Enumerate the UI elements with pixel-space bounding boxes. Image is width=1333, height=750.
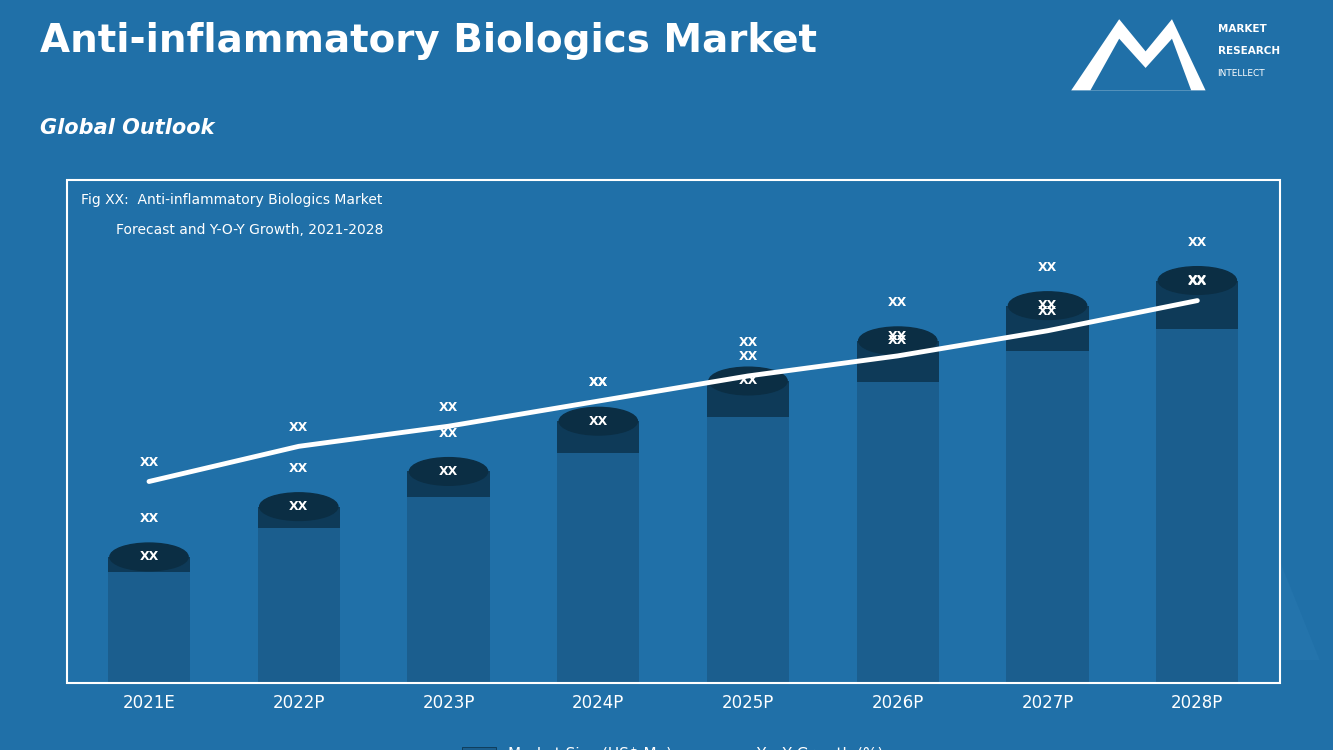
Text: XX: XX (589, 376, 608, 389)
Bar (706, 381, 789, 682)
Ellipse shape (409, 458, 488, 485)
Text: INTELLECT: INTELLECT (1217, 69, 1265, 78)
Ellipse shape (109, 543, 188, 571)
Text: XX: XX (439, 465, 459, 478)
Bar (706, 381, 789, 417)
Text: XX: XX (439, 400, 459, 414)
Text: XX: XX (289, 462, 308, 475)
Text: XX: XX (589, 376, 608, 388)
Ellipse shape (858, 327, 937, 355)
Text: XX: XX (738, 374, 757, 388)
Bar (408, 472, 489, 682)
Bar (108, 556, 191, 572)
Bar (857, 340, 938, 382)
Text: XX: XX (1038, 305, 1057, 318)
Polygon shape (1072, 20, 1205, 91)
Bar (408, 472, 489, 496)
Ellipse shape (1158, 267, 1237, 294)
Text: XX: XX (1038, 299, 1057, 312)
Text: XX: XX (888, 330, 908, 344)
Text: Forecast and Y-O-Y Growth, 2021-2028: Forecast and Y-O-Y Growth, 2021-2028 (81, 223, 384, 237)
Bar (1156, 280, 1238, 682)
Text: XX: XX (1188, 274, 1206, 287)
Bar (857, 340, 938, 682)
Polygon shape (733, 188, 1080, 660)
Text: XX: XX (738, 336, 757, 349)
Polygon shape (1000, 262, 1320, 660)
Ellipse shape (260, 493, 337, 520)
Text: XX: XX (888, 334, 908, 347)
Text: XX: XX (888, 296, 908, 309)
Text: XX: XX (589, 415, 608, 428)
Text: XX: XX (289, 421, 308, 434)
Bar (1006, 306, 1089, 351)
Text: Anti-inflammatory Biologics Market: Anti-inflammatory Biologics Market (40, 22, 817, 59)
Text: Fig XX:  Anti-inflammatory Biologics Market: Fig XX: Anti-inflammatory Biologics Mark… (81, 193, 383, 206)
Bar (257, 507, 340, 682)
Polygon shape (1090, 39, 1192, 91)
Text: XX: XX (289, 500, 308, 513)
Text: XX: XX (140, 550, 159, 563)
Bar (257, 507, 340, 528)
Text: XX: XX (1188, 236, 1206, 248)
Text: XX: XX (140, 456, 159, 469)
Text: XX: XX (439, 427, 459, 439)
Bar (1156, 280, 1238, 328)
Ellipse shape (1009, 292, 1086, 320)
Text: XX: XX (738, 350, 757, 364)
Text: RESEARCH: RESEARCH (1217, 46, 1280, 56)
Bar (1006, 306, 1089, 682)
Bar (557, 422, 640, 682)
Bar (108, 556, 191, 682)
Bar (557, 422, 640, 452)
Text: XX: XX (140, 512, 159, 525)
Text: XX: XX (1038, 261, 1057, 274)
Text: XX: XX (1188, 275, 1206, 288)
Legend: Market Size (US$ Mn), Y-o-Y Growth (%): Market Size (US$ Mn), Y-o-Y Growth (%) (456, 740, 890, 750)
Ellipse shape (559, 407, 637, 435)
Ellipse shape (709, 368, 788, 394)
Text: Global Outlook: Global Outlook (40, 118, 215, 137)
Text: MARKET: MARKET (1217, 24, 1266, 34)
